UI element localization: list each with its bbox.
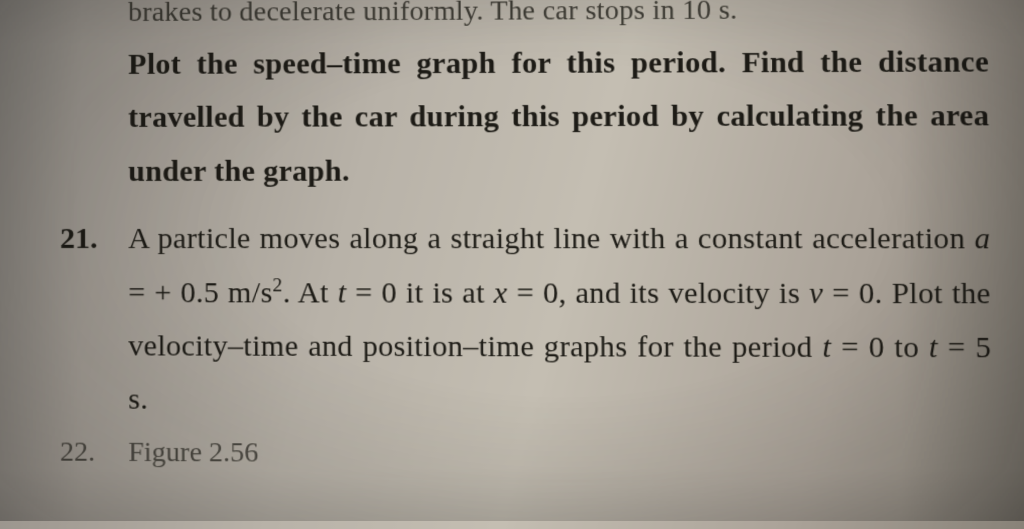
question-number: 21. bbox=[60, 212, 128, 266]
var-x: x bbox=[494, 276, 508, 309]
prev-problem-continuation: Plot the speed–time graph for this perio… bbox=[60, 35, 990, 198]
q-eq-t0b: = 0 to bbox=[831, 330, 929, 364]
var-v: v bbox=[809, 276, 823, 310]
q-eq-t0: = 0 it is at bbox=[346, 276, 493, 309]
question-body: A particle moves along a straight line w… bbox=[128, 212, 992, 430]
q-eq-x0: = 0, and its velocity is bbox=[507, 276, 809, 310]
q-text-2: . At bbox=[283, 276, 338, 309]
var-a: a bbox=[974, 222, 990, 256]
partial-bottom-number: 22. bbox=[60, 436, 128, 468]
textbook-page: brakes to decelerate uniformly. The car … bbox=[0, 0, 1024, 473]
q-text-1: A particle moves along a straight line w… bbox=[128, 222, 974, 256]
var-t-2: t bbox=[822, 330, 831, 364]
partial-bottom-text: Figure 2.56 bbox=[128, 437, 258, 470]
question-21: 21. A particle moves along a straight li… bbox=[60, 212, 992, 430]
unit-squared: 2 bbox=[273, 275, 283, 296]
partial-top-line: brakes to decelerate uniformly. The car … bbox=[60, 0, 989, 34]
prev-line-1: Plot the speed–time graph for this perio… bbox=[128, 46, 862, 81]
q-eq-a: = + 0.5 m/s bbox=[128, 276, 272, 309]
partial-bottom-line: 22. Figure 2.56 bbox=[60, 436, 992, 472]
